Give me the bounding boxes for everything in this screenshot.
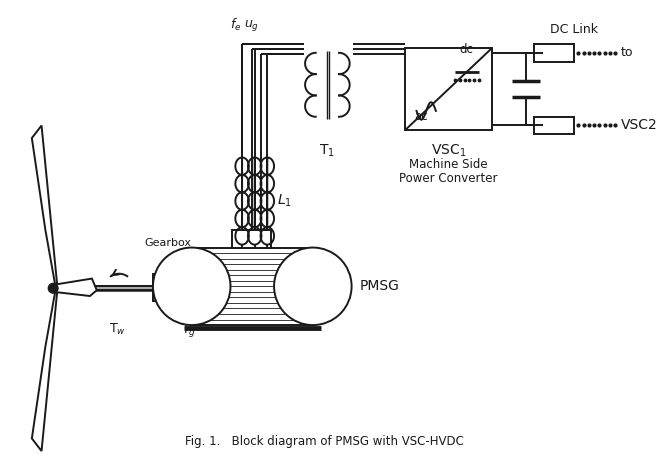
Text: ac: ac [414, 110, 428, 123]
Text: DC Link: DC Link [550, 23, 598, 37]
Text: T$_1$: T$_1$ [319, 143, 335, 159]
Bar [534, 44, 574, 61]
Polygon shape [56, 278, 97, 296]
Text: Machine Side: Machine Side [409, 159, 488, 171]
Text: Fig. 1.   Block diagram of PMSG with VSC-HVDC: Fig. 1. Block diagram of PMSG with VSC-H… [185, 435, 464, 448]
Text: dc: dc [459, 43, 473, 56]
Text: Gearbox: Gearbox [144, 238, 191, 248]
Polygon shape [32, 125, 57, 285]
Text: VSC$_1$: VSC$_1$ [431, 143, 466, 159]
Circle shape [48, 284, 58, 293]
Bar [405, 48, 492, 130]
Polygon shape [32, 292, 57, 451]
Text: $L_1$: $L_1$ [277, 193, 292, 209]
Text: VSC2: VSC2 [621, 118, 658, 132]
Circle shape [274, 248, 352, 325]
Text: to: to [621, 46, 633, 59]
Text: PMSG: PMSG [359, 279, 399, 293]
Text: $u_g$: $u_g$ [244, 18, 260, 33]
Bar [192, 248, 313, 325]
Bar [232, 230, 271, 248]
Text: Power Converter: Power Converter [399, 172, 498, 185]
Text: T$_g$: T$_g$ [181, 322, 197, 339]
Circle shape [153, 248, 230, 325]
Text: T$_w$: T$_w$ [109, 322, 125, 337]
Text: $f_e$: $f_e$ [230, 17, 241, 33]
Bar [534, 117, 574, 134]
Bar [153, 274, 182, 301]
